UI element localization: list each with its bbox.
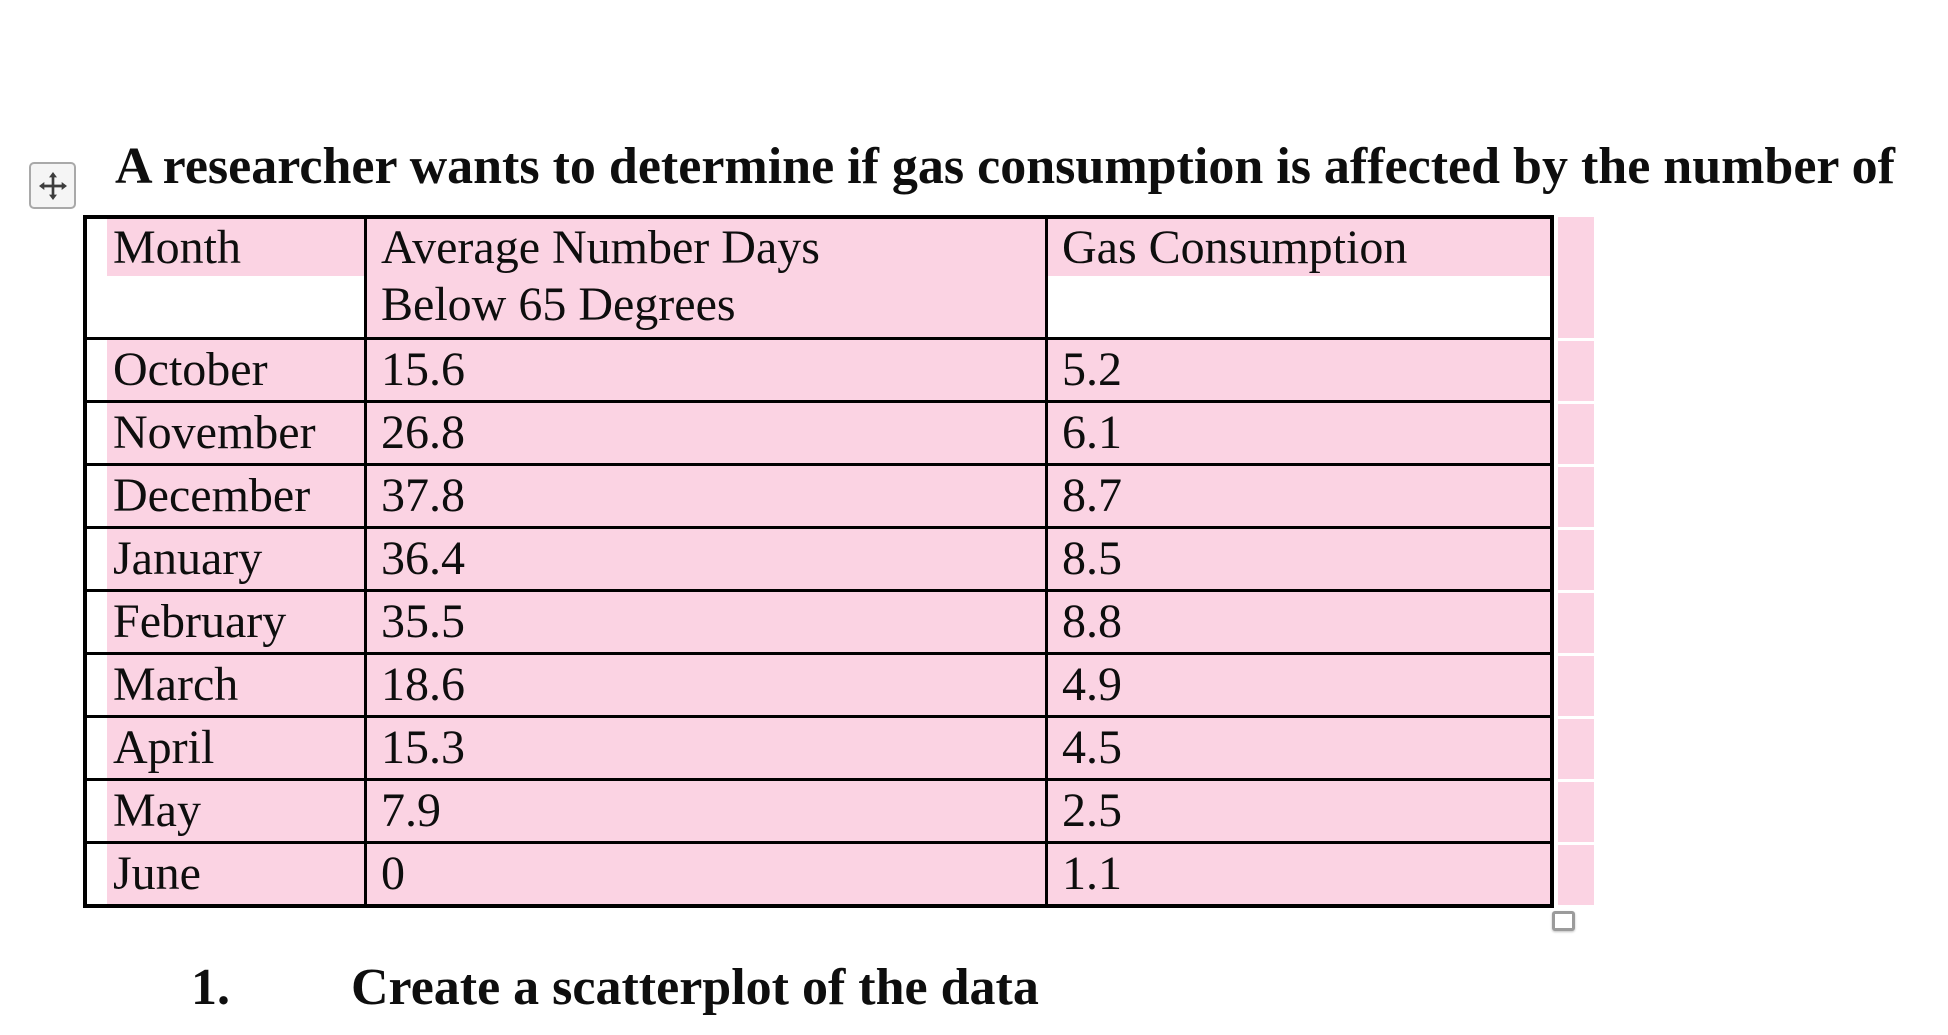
strip-segment xyxy=(1558,782,1594,842)
table-resize-handle[interactable] xyxy=(1552,911,1575,931)
strip-segment xyxy=(1558,467,1594,527)
header-month-label: Month xyxy=(113,221,242,274)
cell-days[interactable]: 7.9 xyxy=(367,781,1045,841)
strip-segment xyxy=(1558,719,1594,779)
row-highlight-strip xyxy=(1558,217,1594,905)
strip-segment xyxy=(1558,341,1594,401)
cell-days[interactable]: 37.8 xyxy=(367,466,1045,526)
strip-segment xyxy=(1558,845,1594,905)
cell-gas[interactable]: 2.5 xyxy=(1048,781,1550,841)
cell-gas[interactable]: 4.5 xyxy=(1048,718,1550,778)
cell-month[interactable]: March xyxy=(87,655,364,715)
header-days-line2: Below 65 Degrees xyxy=(381,278,736,331)
task-line: 1. Create a scatterplot of the data xyxy=(0,958,1948,1020)
strip-segment xyxy=(1558,530,1594,590)
cell-month[interactable]: February xyxy=(87,592,364,652)
cell-gas[interactable]: 1.1 xyxy=(1048,844,1550,904)
strip-segment xyxy=(1558,217,1594,338)
cell-gas[interactable]: 5.2 xyxy=(1048,340,1550,400)
cell-days[interactable]: 36.4 xyxy=(367,529,1045,589)
strip-segment xyxy=(1558,404,1594,464)
cell-gas[interactable]: 6.1 xyxy=(1048,403,1550,463)
header-month[interactable]: Month xyxy=(87,219,364,337)
cell-gas[interactable]: 8.5 xyxy=(1048,529,1550,589)
cell-days[interactable]: 35.5 xyxy=(367,592,1045,652)
highlight-band xyxy=(107,219,364,276)
cell-days[interactable]: 0 xyxy=(367,844,1045,904)
header-days[interactable]: Average Number Days Below 65 Degrees xyxy=(367,219,1045,337)
table-move-handle[interactable] xyxy=(29,162,76,209)
cell-days[interactable]: 26.8 xyxy=(367,403,1045,463)
strip-segment xyxy=(1558,593,1594,653)
cell-days[interactable]: 15.3 xyxy=(367,718,1045,778)
cell-month[interactable]: November xyxy=(87,403,364,463)
intro-line-1: A researcher wants to determine if gas c… xyxy=(115,138,1895,195)
task-text: Create a scatterplot of the data xyxy=(351,959,1039,1016)
cell-month[interactable]: October xyxy=(87,340,364,400)
data-table: Month Average Number Days Below 65 Degre… xyxy=(83,215,1554,908)
cell-month[interactable]: June xyxy=(87,844,364,904)
cell-gas[interactable]: 8.8 xyxy=(1048,592,1550,652)
header-gas[interactable]: Gas Consumption xyxy=(1048,219,1550,337)
move-icon xyxy=(38,171,67,200)
cell-month[interactable]: December xyxy=(87,466,364,526)
cell-gas[interactable]: 8.7 xyxy=(1048,466,1550,526)
cell-days[interactable]: 15.6 xyxy=(367,340,1045,400)
task-number: 1. xyxy=(191,959,230,1016)
cell-month[interactable]: January xyxy=(87,529,364,589)
strip-segment xyxy=(1558,656,1594,716)
cell-days[interactable]: 18.6 xyxy=(367,655,1045,715)
cell-gas[interactable]: 4.9 xyxy=(1048,655,1550,715)
header-days-line1: Average Number Days xyxy=(381,221,820,274)
cell-month[interactable]: May xyxy=(87,781,364,841)
header-gas-label: Gas Consumption xyxy=(1062,221,1408,274)
cell-month[interactable]: April xyxy=(87,718,364,778)
